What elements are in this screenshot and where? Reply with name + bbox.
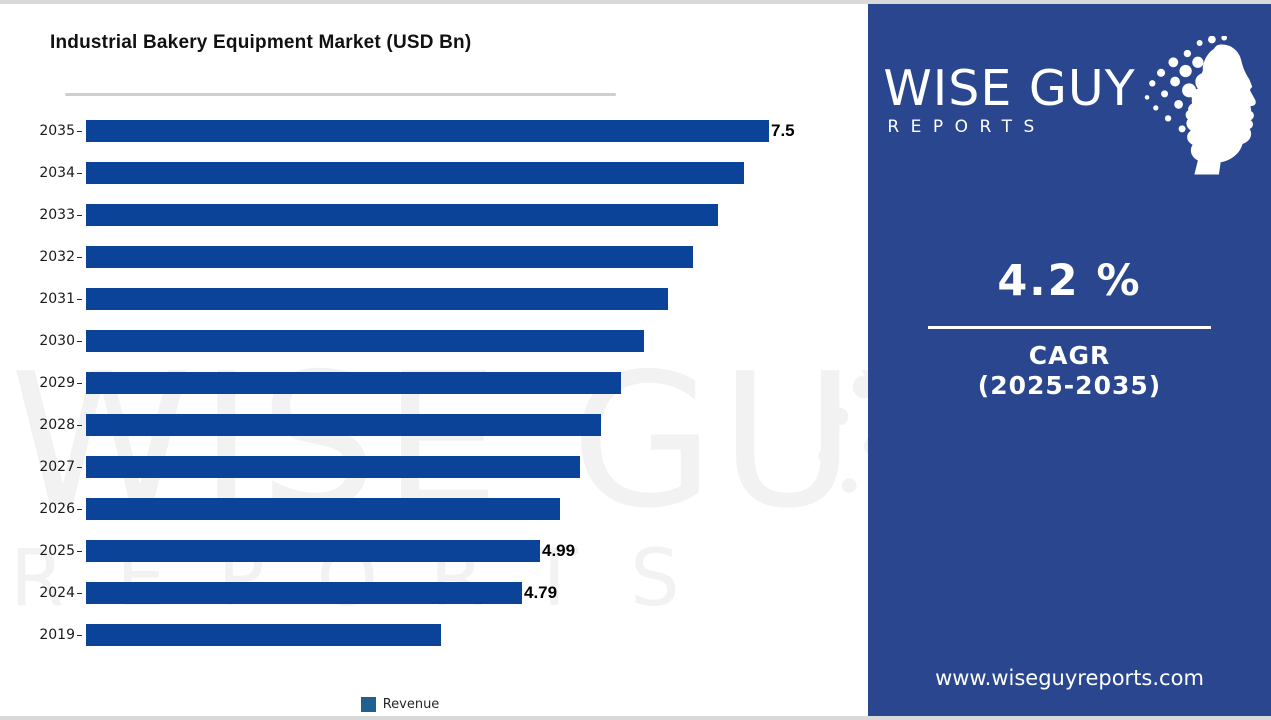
brand-subtext: REPORTS xyxy=(887,117,1046,137)
revenue-bar xyxy=(86,120,769,142)
y-axis-tick xyxy=(77,256,82,258)
chart-panel: Industrial Bakery Equipment Market (USD … xyxy=(0,32,868,712)
chart-row: 2024 4.79 xyxy=(0,572,868,614)
cagr-value: 4.2 % xyxy=(997,256,1142,306)
y-axis-label: 2029 xyxy=(39,375,75,391)
brand-panel: WISE GUY REPORTS 4.2 % CAGR (2025-2035) … xyxy=(868,0,1271,720)
bar-value-label: 4.99 xyxy=(542,541,576,560)
chart-row: 2029 xyxy=(0,362,868,404)
y-axis-tick xyxy=(77,340,82,342)
revenue-bar xyxy=(86,414,601,436)
y-axis-label: 2035 xyxy=(39,123,75,139)
revenue-bar xyxy=(86,246,693,268)
y-axis-tick xyxy=(77,508,82,510)
revenue-bar xyxy=(86,288,668,310)
y-axis-tick xyxy=(77,298,82,300)
chart-rows: 2035 7.5 2034 2033 2032 2031 2030 2029 2028 2027 2… xyxy=(0,110,868,656)
chart-row: 2028 xyxy=(0,404,868,446)
chart-legend: Revenue xyxy=(0,697,800,712)
y-axis-label: 2025 xyxy=(39,543,75,559)
brand-logo-text: WISE GUY REPORTS xyxy=(883,64,1135,137)
chart-row: 2030 xyxy=(0,320,868,362)
revenue-bar xyxy=(86,330,644,352)
y-axis-tick xyxy=(77,634,82,636)
bar-value-label: 4.79 xyxy=(524,583,558,602)
y-axis-label: 2024 xyxy=(39,585,75,601)
y-axis-label: 2019 xyxy=(39,627,75,643)
chart-title: Industrial Bakery Equipment Market (USD … xyxy=(50,32,472,53)
y-axis-label: 2027 xyxy=(39,459,75,475)
y-axis-label: 2031 xyxy=(39,291,75,307)
revenue-bar xyxy=(86,372,621,394)
legend-marker xyxy=(360,697,376,712)
cagr-divider xyxy=(928,326,1211,329)
y-axis-label: 2026 xyxy=(39,501,75,517)
brand-face-icon xyxy=(1138,36,1256,178)
y-axis-label: 2030 xyxy=(39,333,75,349)
y-axis-tick xyxy=(77,214,82,216)
bar-value-label: 7.5 xyxy=(771,121,795,140)
revenue-bar xyxy=(86,624,441,646)
brand-wordmark: WISE GUY xyxy=(883,60,1136,117)
chart-row: 2019 xyxy=(0,614,868,656)
y-axis-tick xyxy=(77,382,82,384)
chart-row: 2034 xyxy=(0,152,868,194)
y-axis-label: 2028 xyxy=(39,417,75,433)
title-underline xyxy=(65,93,616,96)
website-url: www.wiseguyreports.com xyxy=(935,666,1204,690)
y-axis-label: 2032 xyxy=(39,249,75,265)
revenue-bar xyxy=(86,456,580,478)
y-axis-tick xyxy=(77,592,82,594)
legend-label: Revenue xyxy=(382,697,440,712)
y-axis-tick xyxy=(77,550,82,552)
revenue-bar xyxy=(86,162,744,184)
chart-row: 2027 xyxy=(0,446,868,488)
y-axis-tick xyxy=(77,424,82,426)
y-axis-tick xyxy=(77,172,82,174)
y-axis-label: 2034 xyxy=(39,165,75,181)
y-axis-tick xyxy=(77,466,82,468)
brand-logo: WISE GUY REPORTS xyxy=(868,36,1271,178)
chart-row: 2031 xyxy=(0,278,868,320)
chart-row: 2033 xyxy=(0,194,868,236)
revenue-bar xyxy=(86,582,522,604)
bottom-border-strip xyxy=(0,716,1271,720)
revenue-bar xyxy=(86,204,718,226)
top-border-strip xyxy=(0,0,1271,4)
cagr-range: (2025-2035) xyxy=(977,371,1162,400)
y-axis-tick xyxy=(77,130,82,132)
chart-row: 2032 xyxy=(0,236,868,278)
revenue-bar xyxy=(86,540,540,562)
chart-row: 2035 7.5 xyxy=(0,110,868,152)
chart-row: 2026 xyxy=(0,488,868,530)
chart-row: 2025 4.99 xyxy=(0,530,868,572)
cagr-label: CAGR xyxy=(1028,341,1111,370)
y-axis-label: 2033 xyxy=(39,207,75,223)
revenue-bar xyxy=(86,498,560,520)
